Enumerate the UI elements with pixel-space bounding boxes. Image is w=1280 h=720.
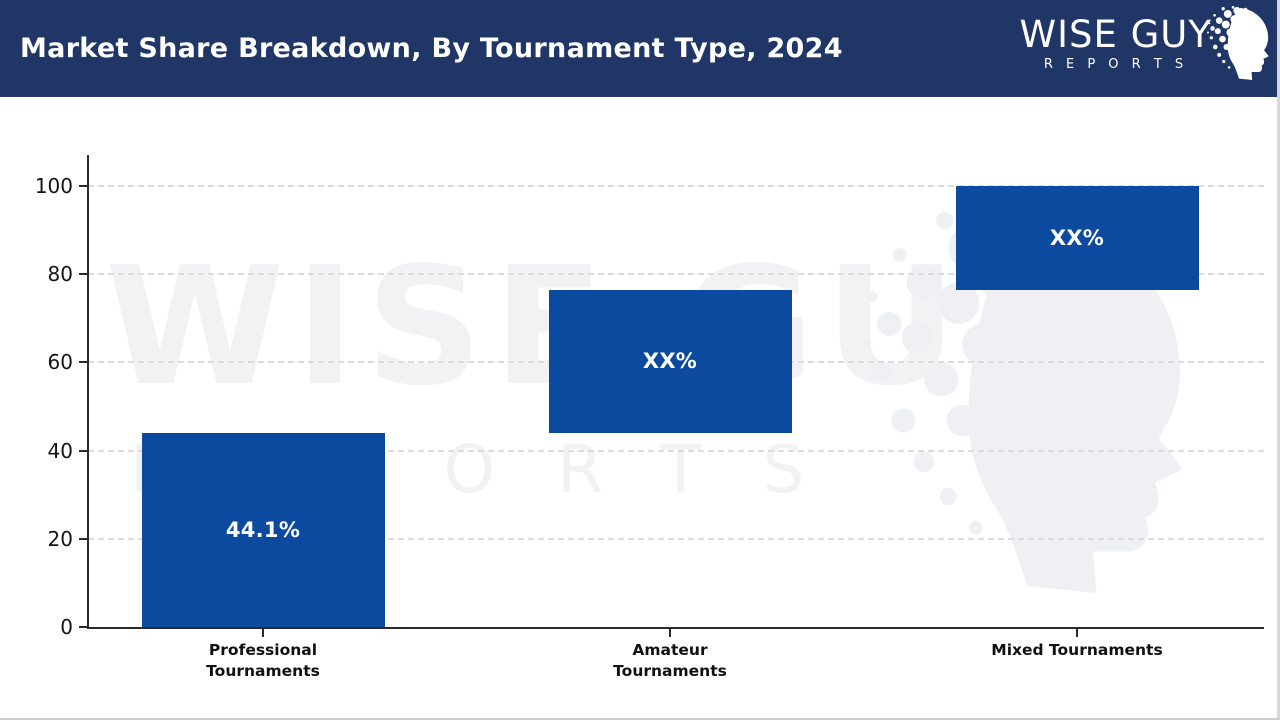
- category-label: Mixed Tournaments: [991, 641, 1163, 659]
- x-axis-tick-mark: [262, 629, 264, 637]
- bar-segment: 44.1%: [141, 432, 385, 627]
- y-axis-line: [87, 155, 89, 629]
- bar-value-label: XX%: [1049, 225, 1105, 250]
- category-label: Amateur Tournaments: [613, 641, 727, 680]
- y-axis-tick-label: 40: [47, 438, 73, 463]
- category-label: Professional Tournaments: [206, 641, 320, 680]
- x-axis-tick-mark: [669, 629, 671, 637]
- y-axis-tick-mark: [79, 626, 87, 628]
- y-axis-tick-label: 80: [47, 262, 73, 287]
- logo-head-icon: [1206, 6, 1272, 82]
- bar-segment: XX%: [955, 186, 1199, 290]
- gridline: [88, 273, 1264, 276]
- gridline: [88, 537, 1264, 540]
- bar-value-label: XX%: [642, 349, 698, 374]
- bar-value-label: 44.1%: [225, 517, 301, 542]
- y-axis-tick-label: 0: [60, 615, 73, 639]
- bar-segment: XX%: [548, 289, 792, 433]
- y-axis-tick-label: 60: [47, 350, 73, 375]
- gridline: [88, 185, 1264, 187]
- y-axis-tick-label: 100: [34, 174, 73, 198]
- header: Market Share Breakdown, By Tournament Ty…: [0, 0, 1277, 97]
- y-axis-tick-mark: [79, 449, 87, 452]
- logo-subtitle: R E P O R T S: [1043, 57, 1188, 72]
- y-axis-tick-label: 20: [47, 526, 73, 551]
- y-axis-tick-mark: [79, 537, 87, 540]
- y-axis-tick-mark: [79, 273, 87, 276]
- wiseguy-logo: WISE GUY R E P O R T S: [1020, 6, 1272, 82]
- x-axis-tick-mark: [1076, 629, 1078, 637]
- x-axis-line: [87, 627, 1264, 629]
- y-axis-tick-mark: [79, 185, 87, 187]
- logo-wordmark: WISE GUY: [1019, 13, 1212, 56]
- y-axis-tick-mark: [79, 361, 87, 364]
- gridline: [88, 449, 1264, 452]
- page-title: Market Share Breakdown, By Tournament Ty…: [20, 33, 843, 64]
